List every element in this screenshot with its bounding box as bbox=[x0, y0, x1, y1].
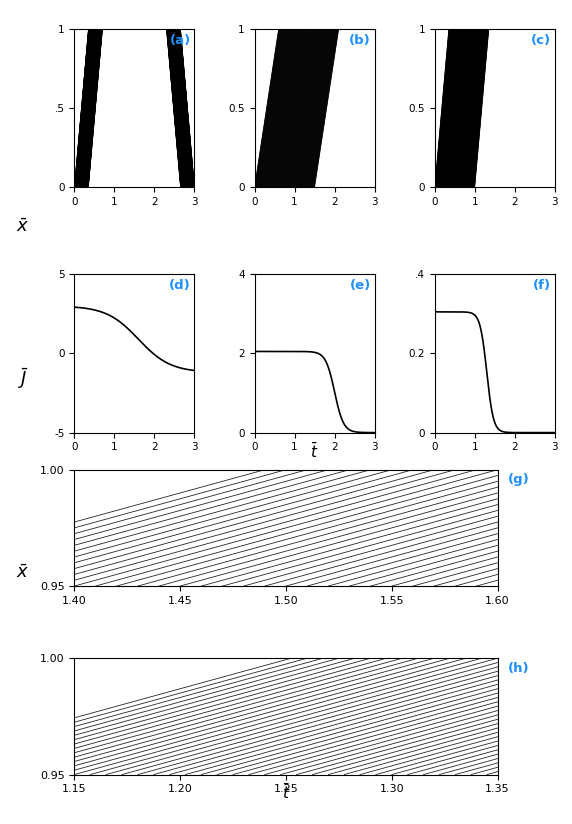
Text: (a): (a) bbox=[170, 34, 191, 47]
Text: (b): (b) bbox=[349, 34, 371, 47]
Text: (g): (g) bbox=[508, 473, 530, 486]
Text: (c): (c) bbox=[531, 34, 551, 47]
Text: $\bar{J}$: $\bar{J}$ bbox=[18, 367, 28, 391]
Text: (f): (f) bbox=[533, 279, 551, 292]
Text: (h): (h) bbox=[508, 662, 530, 675]
Text: $\bar{t}$: $\bar{t}$ bbox=[282, 783, 290, 803]
Text: $\bar{x}$: $\bar{x}$ bbox=[16, 218, 30, 236]
Text: (e): (e) bbox=[350, 279, 371, 292]
Text: $\bar{x}$: $\bar{x}$ bbox=[16, 564, 30, 582]
Text: $\bar{t}$: $\bar{t}$ bbox=[311, 442, 319, 461]
Text: (d): (d) bbox=[169, 279, 191, 292]
